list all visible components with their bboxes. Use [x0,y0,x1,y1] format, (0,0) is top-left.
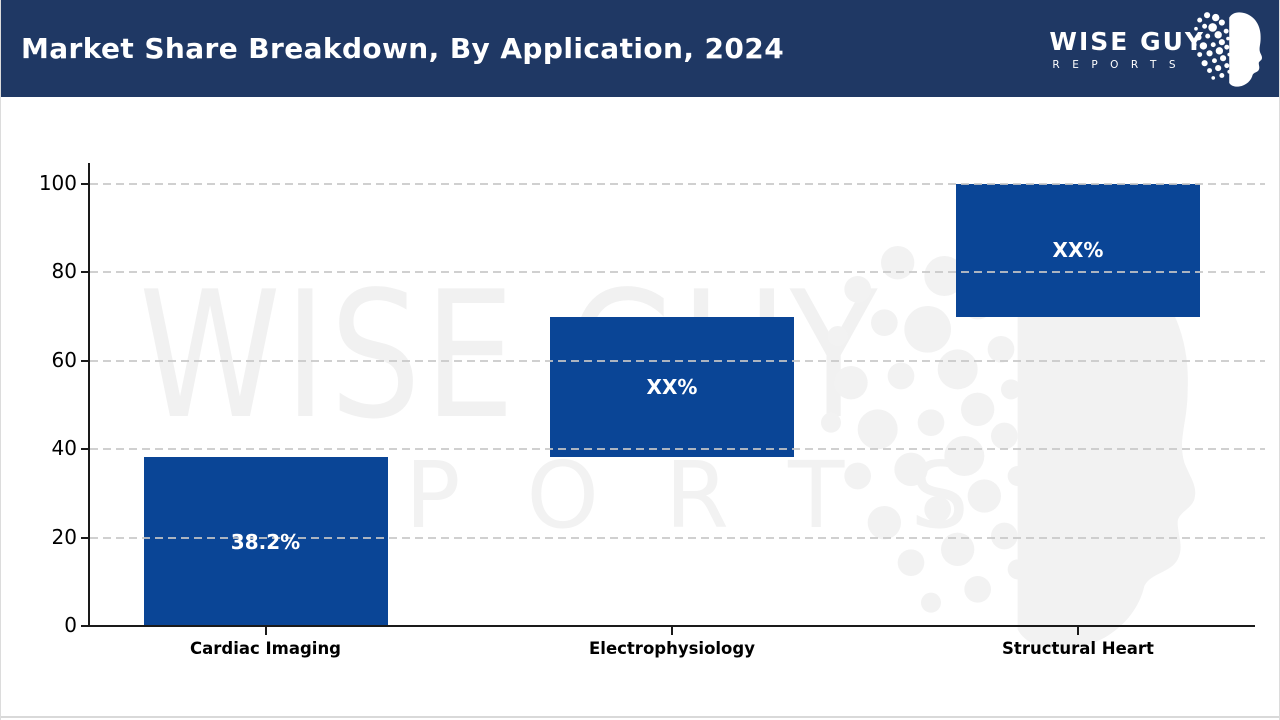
wise-guy-face-icon [1191,9,1265,89]
bar-structural-heart: XX% [956,184,1200,317]
y-tick-label-40: 40 [51,436,77,461]
plot: 38.2% Cardiac Imaging XX% Electrophysiology… [1,97,1279,717]
bar-electrophysiology: XX% [550,316,794,458]
y-tick-mark-60 [81,359,89,362]
x-tick-mark-cardiac-imaging [264,627,267,635]
bottom-border [1,716,1279,718]
y-tick-mark-20 [81,536,89,539]
bar-cardiac-imaging: 38.2% [143,457,388,626]
y-tick-label-80: 80 [51,259,77,284]
x-tick-label-structural-heart: Structural Heart [1002,639,1154,658]
chart-title: Market Share Breakdown, By Application, … [21,32,785,65]
logo-subtitle: REPORTS [1052,58,1189,71]
gridline-y-20 [90,536,1265,539]
y-axis-spine [88,163,90,626]
x-tick-label-cardiac-imaging: Cardiac Imaging [190,639,341,658]
logo-wordmark: WISE GUY [1049,26,1205,56]
gridline-y-60 [90,359,1265,362]
x-tick-mark-structural-heart [1077,627,1079,635]
gridline-y-40 [90,448,1265,451]
header: Market Share Breakdown, By Application, … [1,0,1279,97]
bar-value-label-electrophysiology: XX% [646,374,698,399]
y-tick-label-100: 100 [38,171,77,195]
y-tick-label-60: 60 [51,347,77,372]
x-tick-mark-electrophysiology [671,627,673,635]
wise-guy-logo: WISE GUY REPORTS [1049,9,1265,89]
y-tick-mark-80 [81,271,89,274]
chart-area: WISE GUY REPORTS 38.2% Cardiac Imaging XX%… [1,97,1279,717]
y-tick-mark-40 [81,448,89,451]
bar-value-label-cardiac-imaging: 38.2% [230,529,301,554]
y-tick-label-20: 20 [51,524,77,549]
bar-value-label-structural-heart: XX% [1052,238,1104,263]
x-tick-label-electrophysiology: Electrophysiology [589,639,755,658]
gridline-y-100 [90,183,1265,185]
gridline-y-80 [90,271,1265,274]
y-tick-mark-100 [81,183,89,185]
logo-text: WISE GUY REPORTS [1049,27,1205,71]
y-tick-label-0: 0 [64,613,77,637]
x-axis-spine [88,625,1255,627]
y-tick-mark-0 [81,625,89,627]
